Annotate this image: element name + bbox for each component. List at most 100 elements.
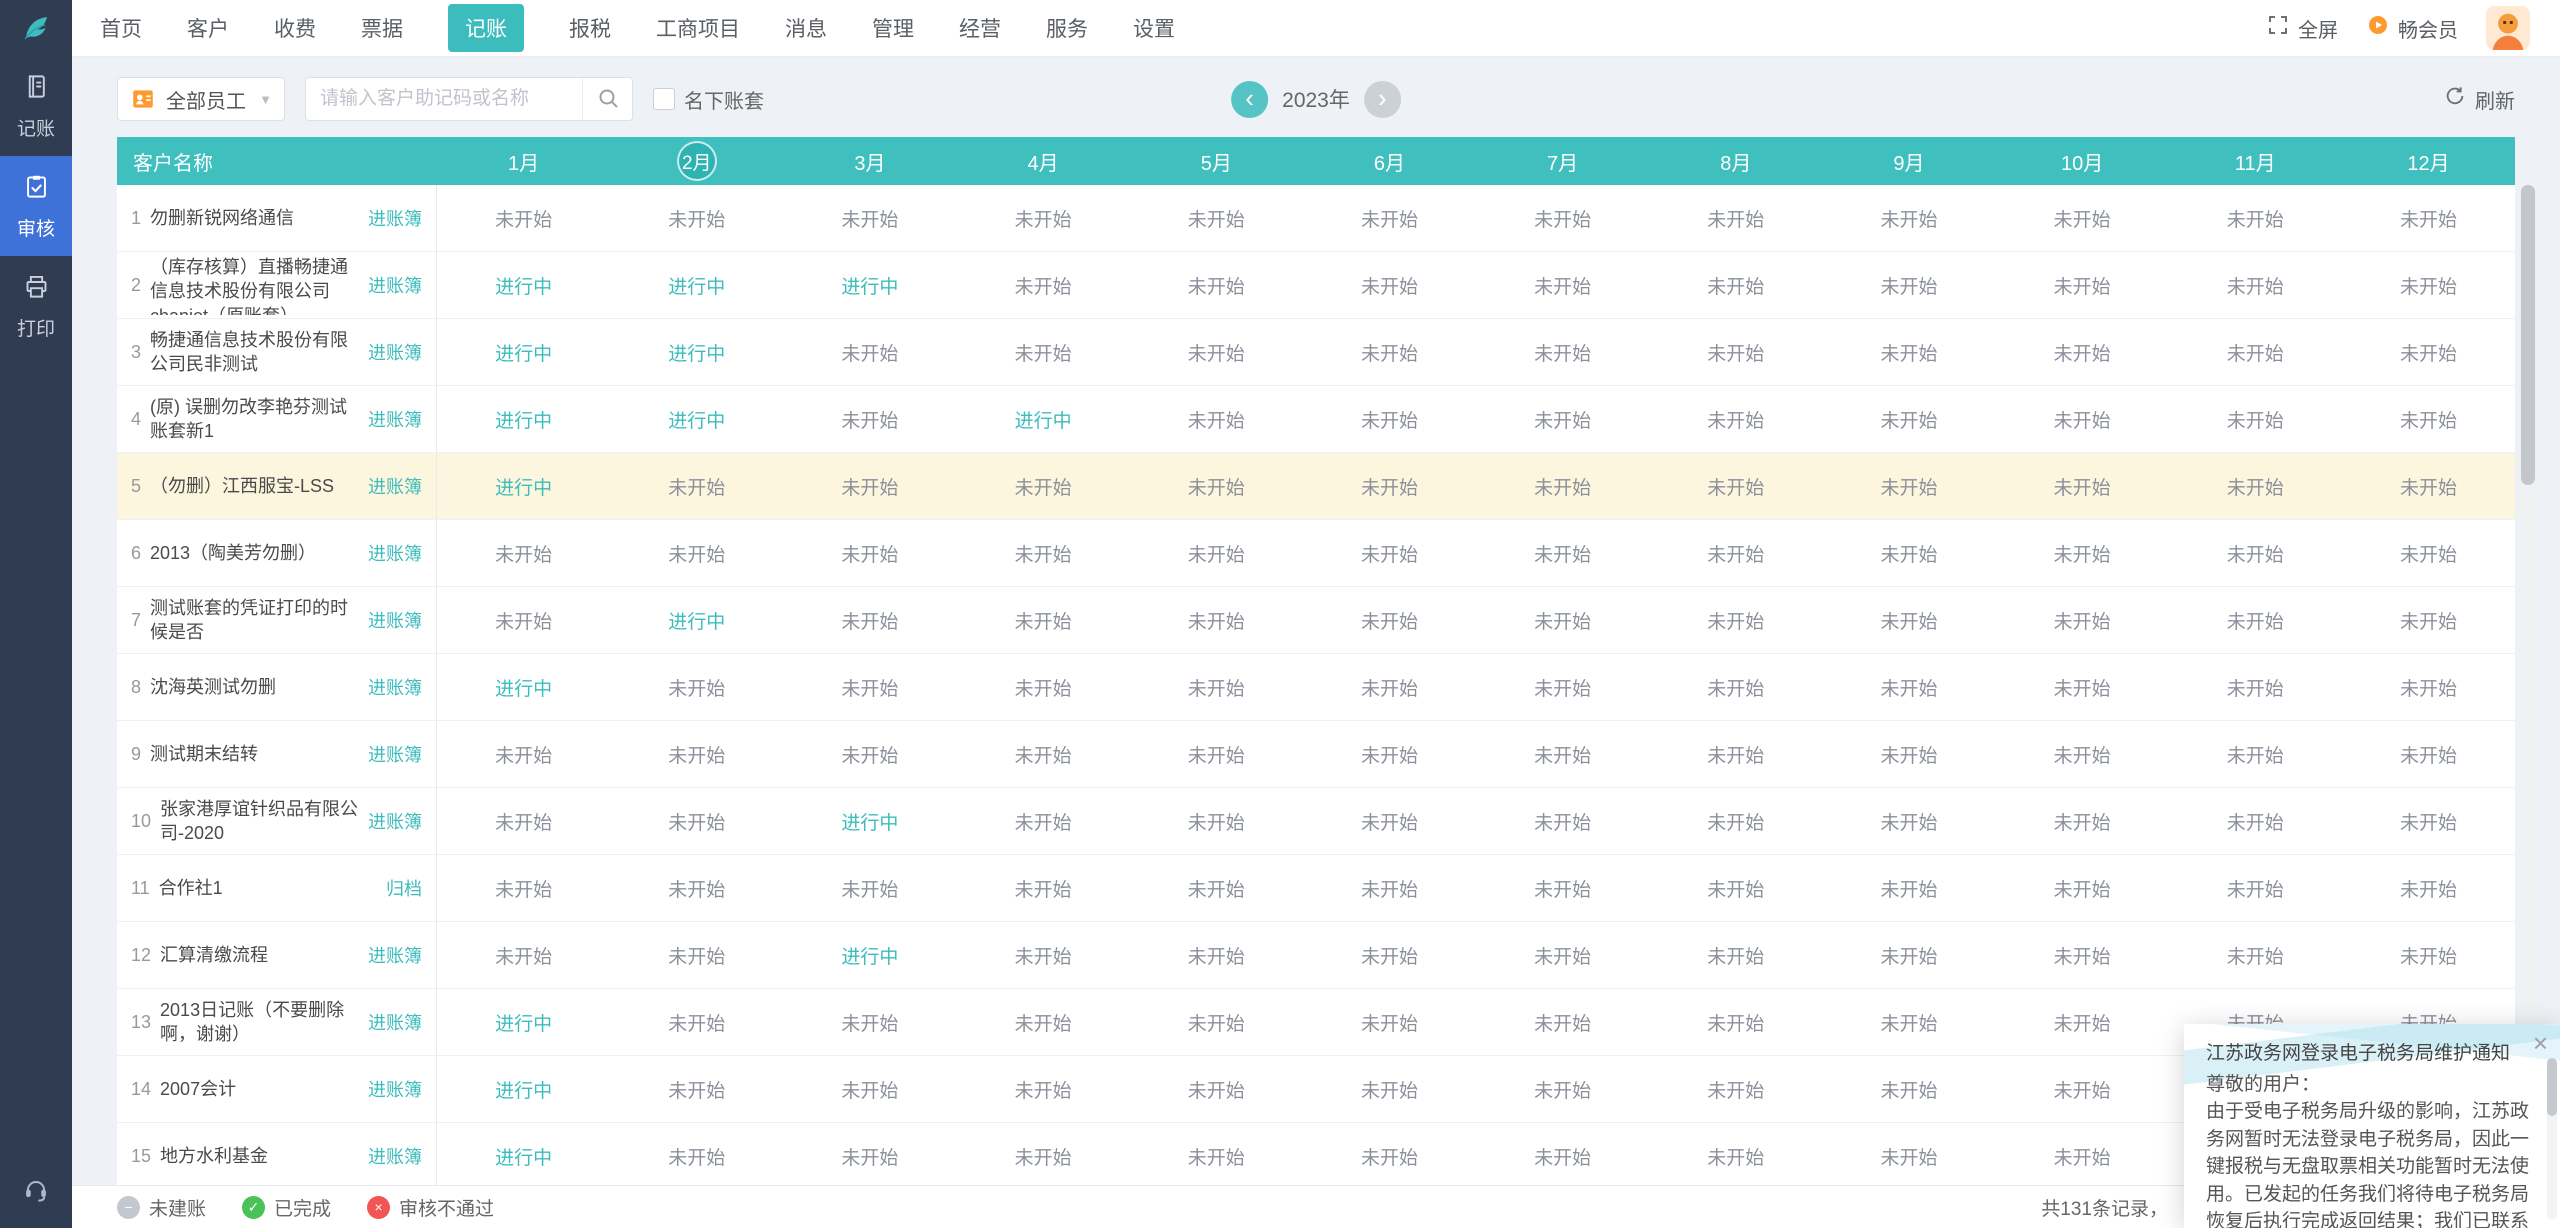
nav-item-invoices[interactable]: 票据 [361,18,403,41]
nav-item-services[interactable]: 服务 [1046,18,1088,41]
ledger-link[interactable]: 进账簿 [368,544,422,564]
next-year-button[interactable]: › [1363,80,1401,118]
column-header-month: 10月 [2061,152,2104,175]
month-status-cell: 未开始 [1014,276,1072,298]
row-index: 1 [131,207,142,228]
month-status-cell: 未开始 [1534,410,1592,432]
year-label: 2023年 [1282,89,1350,112]
nav-item-operations[interactable]: 经营 [959,18,1001,41]
month-status-cell: 未开始 [2226,611,2284,633]
member-button[interactable]: 畅会员 [2366,13,2458,43]
nav-item-fees[interactable]: 收费 [274,18,316,41]
month-status-cell: 未开始 [1014,477,1072,499]
column-header-month: 9月 [1893,152,1925,175]
ledger-link[interactable]: 进账簿 [368,1080,422,1100]
month-status-cell: 未开始 [1707,1147,1765,1169]
sidebar-item-bookkeeping[interactable]: 记账 [0,56,72,156]
nav-item-business-projects[interactable]: 工商项目 [656,18,740,41]
month-status-cell: 未开始 [1360,1080,1418,1102]
vertical-scrollbar[interactable] [2521,185,2535,1185]
close-icon[interactable]: × [2529,1026,2552,1060]
prev-year-button[interactable]: ‹ [1231,80,1269,118]
month-status-cell: 未开始 [1534,1013,1592,1035]
customer-name: （勿删）江西服宝-LSS [150,475,335,496]
ledger-link[interactable]: 进账簿 [368,343,422,363]
month-status-cell: 未开始 [1880,611,1938,633]
search-input[interactable] [306,78,582,120]
nav-item-tax-filing[interactable]: 报税 [569,18,611,41]
month-status-cell: 未开始 [1187,209,1245,231]
month-status-cell: 未开始 [2226,544,2284,566]
nav-item-messages[interactable]: 消息 [785,18,827,41]
month-status-cell: 未开始 [1187,678,1245,700]
month-status-cell: 未开始 [668,1080,726,1102]
nav-item-management[interactable]: 管理 [872,18,914,41]
row-index: 4 [131,408,142,429]
ledger-link[interactable]: 进账簿 [368,678,422,698]
ledger-link[interactable]: 进账簿 [368,410,422,430]
nav-item-home[interactable]: 首页 [100,18,142,41]
print-icon [23,273,50,306]
scrollbar-thumb[interactable] [2521,185,2535,485]
avatar[interactable] [2486,6,2530,50]
month-status-cell: 未开始 [841,209,899,231]
table-row: 9 测试期末结转 进账簿 未开始 未开始 未开始 未开始 未开始 未开始 未开始 未开始 未开始 未开始… [117,721,2515,788]
search-button[interactable] [582,78,632,120]
app-logo [0,0,72,56]
toast-scrollbar[interactable] [2547,1058,2557,1220]
month-status-cell: 未开始 [1534,812,1592,834]
ledger-link[interactable]: 进账簿 [368,209,422,229]
refresh-button[interactable]: 刷新 [2444,85,2515,114]
ledger-link[interactable]: 进账簿 [368,745,422,765]
sidebar-item-print[interactable]: 打印 [0,256,72,356]
month-status-cell: 未开始 [841,611,899,633]
month-status-cell: 未开始 [1014,745,1072,767]
ledger-link[interactable]: 进账簿 [368,812,422,832]
nav-item-bookkeeping[interactable]: 记账 [448,4,524,52]
sidebar-item-audit[interactable]: 审核 [0,156,72,256]
month-status-cell: 未开始 [1187,276,1245,298]
nav-item-settings[interactable]: 设置 [1133,18,1175,41]
month-status-cell: 未开始 [2399,879,2457,901]
month-status-cell: 未开始 [1360,1147,1418,1169]
month-status-cell: 未开始 [841,410,899,432]
support-icon[interactable] [22,1175,50,1208]
ledger-link[interactable]: 进账簿 [368,1013,422,1033]
month-status-cell: 未开始 [1707,611,1765,633]
status-legend: − 未建账 ✓ 已完成 × 审核不通过 [117,1194,494,1221]
fullscreen-button[interactable]: 全屏 [2266,13,2338,43]
ledger-link[interactable]: 进账簿 [368,611,422,631]
month-status-cell: 未开始 [1534,209,1592,231]
month-status-cell: 未开始 [1187,544,1245,566]
month-status-cell: 未开始 [1534,1147,1592,1169]
employee-filter-value: 全部员工 [166,90,246,113]
month-status-cell: 进行中 [495,343,553,365]
month-status-cell: 未开始 [668,1147,726,1169]
ledger-link[interactable]: 进账簿 [368,1147,422,1167]
month-status-cell: 未开始 [1880,812,1938,834]
toast-body: 江苏政务网登录电子税务局维护通知 尊敬的用户： 由于受电子税务局升级的影响，江苏… [2206,1040,2530,1228]
toast-scrollbar-thumb[interactable] [2547,1058,2557,1116]
month-status-cell: 未开始 [2399,544,2457,566]
month-status-cell: 未开始 [841,678,899,700]
checkbox-box[interactable] [653,88,675,110]
month-status-cell: 未开始 [1187,477,1245,499]
search-box [305,77,633,121]
ledger-link[interactable]: 进账簿 [368,946,422,966]
customer-name: （库存核算）直播畅捷通信息技术股份有限公司chanjet（原账套） [150,257,349,315]
column-header-month: 6月 [1373,152,1405,175]
customer-name: 汇算清缴流程 [160,944,269,965]
customer-name: 2007会计 [160,1078,237,1099]
ledger-link[interactable]: 进账簿 [368,477,422,497]
employee-filter-select[interactable]: 全部员工 ▼ [117,77,285,121]
month-status-cell: 未开始 [1187,812,1245,834]
nav-item-customers[interactable]: 客户 [187,18,229,41]
customer-cell: 9 测试期末结转 进账簿 [117,721,437,787]
ledger-link[interactable]: 归档 [386,879,422,899]
month-status-cell: 进行中 [668,611,726,633]
toolbar: 全部员工 ▼ 名 [117,57,2515,137]
own-accounts-checkbox[interactable]: 名下账套 [653,85,764,114]
customer-cell: 13 2013日记账（不要删除啊，谢谢） 进账簿 [117,989,437,1055]
month-status-cell: 未开始 [2226,678,2284,700]
ledger-link[interactable]: 进账簿 [368,276,422,296]
